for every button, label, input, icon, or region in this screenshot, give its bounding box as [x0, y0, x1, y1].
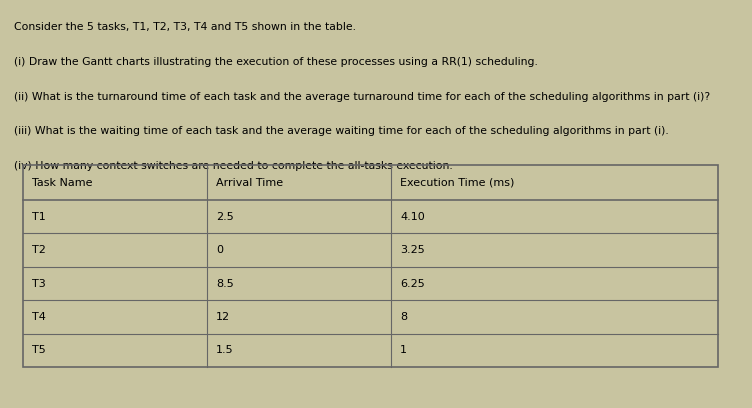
Text: (i) Draw the Gantt charts illustrating the execution of these processes using a : (i) Draw the Gantt charts illustrating t… — [14, 57, 538, 67]
Text: (iii) What is the waiting time of each task and the average waiting time for eac: (iii) What is the waiting time of each t… — [14, 126, 669, 137]
Text: 8: 8 — [400, 312, 408, 322]
Text: 3.25: 3.25 — [400, 245, 425, 255]
Text: 1.5: 1.5 — [216, 346, 234, 355]
Bar — [23, 165, 718, 367]
Bar — [23, 165, 718, 367]
Text: T1: T1 — [32, 212, 45, 222]
Text: (ii) What is the turnaround time of each task and the average turnaround time fo: (ii) What is the turnaround time of each… — [14, 92, 710, 102]
Text: 12: 12 — [216, 312, 230, 322]
Text: T4: T4 — [32, 312, 45, 322]
Text: T5: T5 — [32, 346, 45, 355]
Text: 6.25: 6.25 — [400, 279, 425, 288]
Text: T2: T2 — [32, 245, 45, 255]
Text: 1: 1 — [400, 346, 408, 355]
Text: T3: T3 — [32, 279, 45, 288]
Text: Task Name: Task Name — [32, 177, 92, 188]
Text: Execution Time (ms): Execution Time (ms) — [400, 177, 514, 188]
Text: Arrival Time: Arrival Time — [216, 177, 283, 188]
Text: 4.10: 4.10 — [400, 212, 425, 222]
Text: (iv) How many context switches are needed to complete the all-tasks execution.: (iv) How many context switches are neede… — [14, 161, 452, 171]
Text: 8.5: 8.5 — [216, 279, 234, 288]
Text: 2.5: 2.5 — [216, 212, 234, 222]
Text: Consider the 5 tasks, T1, T2, T3, T4 and T5 shown in the table.: Consider the 5 tasks, T1, T2, T3, T4 and… — [14, 22, 356, 33]
Text: 0: 0 — [216, 245, 223, 255]
